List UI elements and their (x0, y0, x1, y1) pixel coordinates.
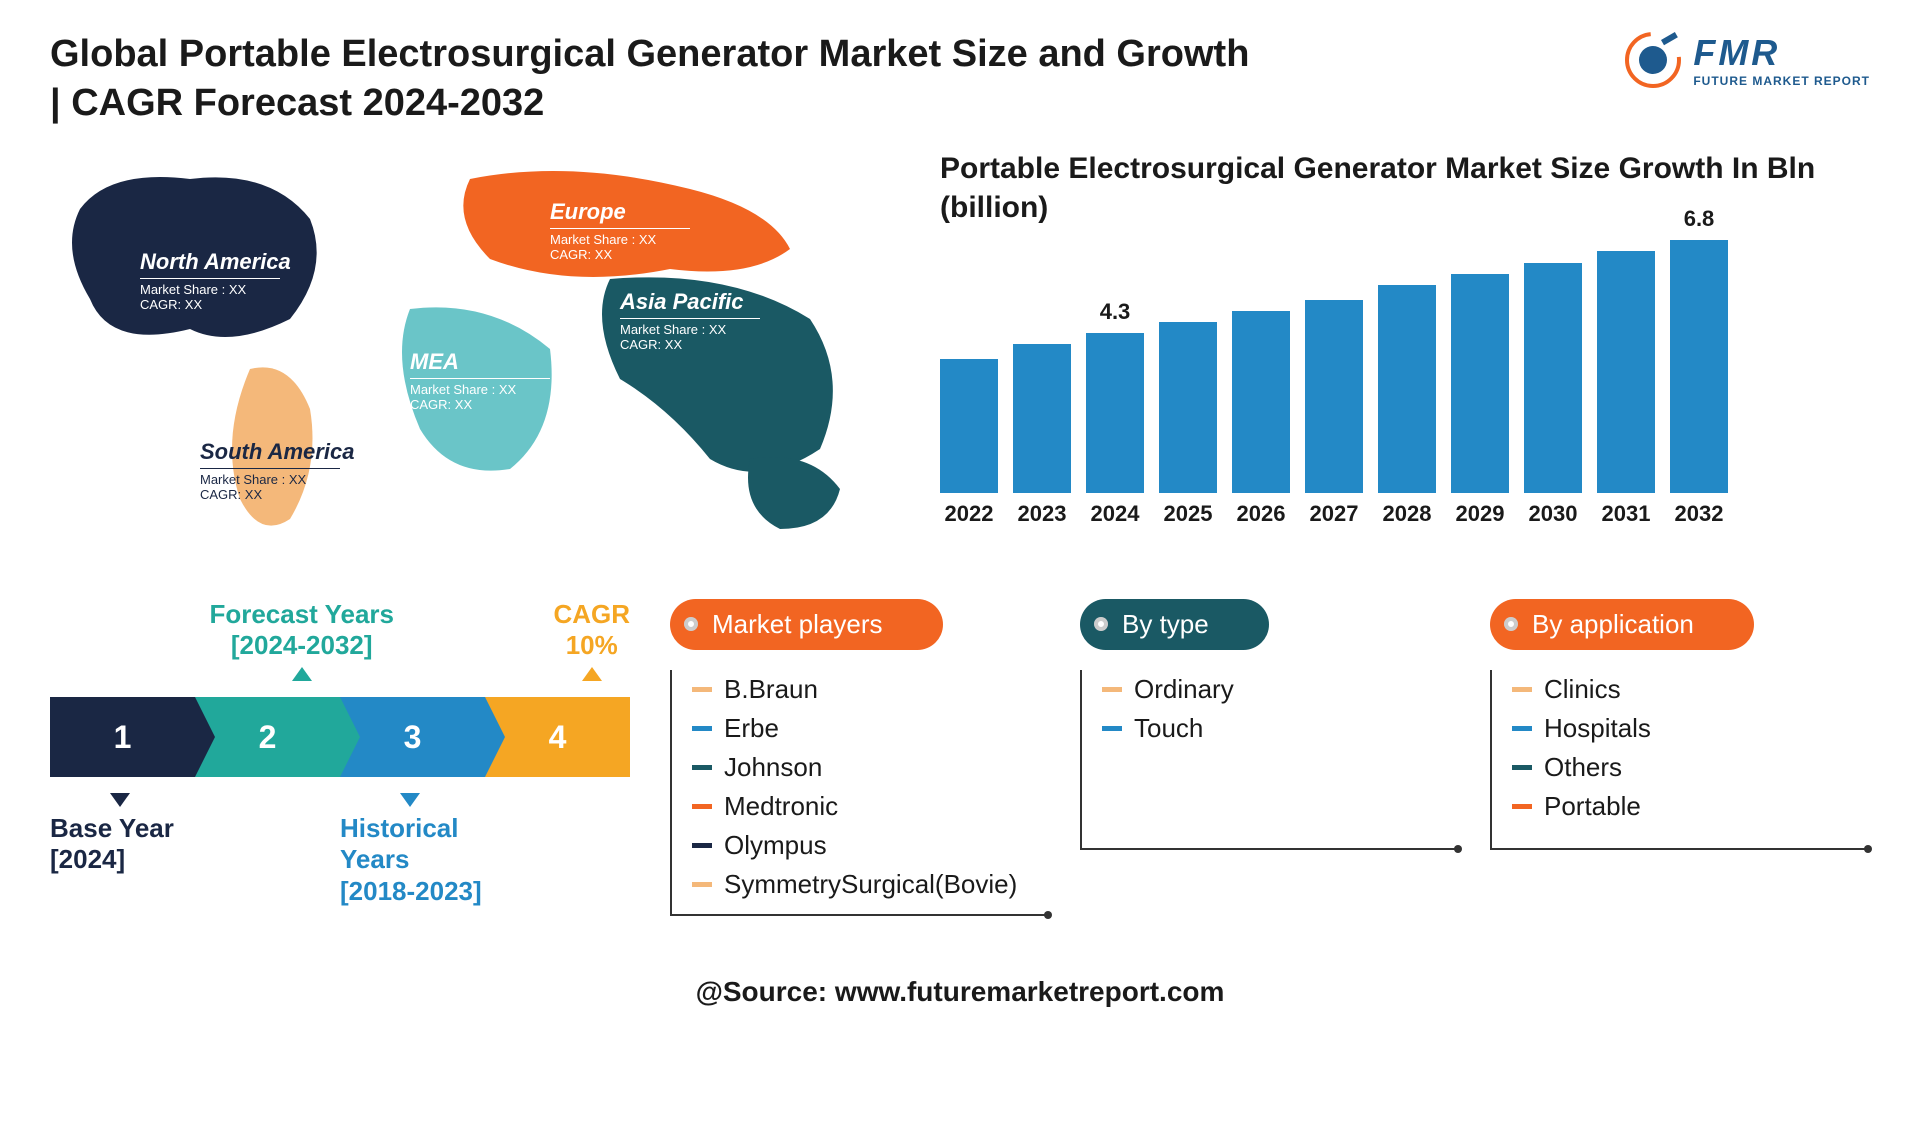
base-year-line2: [2024] (50, 844, 195, 875)
historical-line1: Historical Years (340, 813, 485, 875)
category-item: Medtronic (692, 787, 1050, 826)
category-by-type: By type OrdinaryTouch (1080, 599, 1460, 916)
marker-icon (1102, 726, 1122, 731)
marker-icon (1512, 726, 1532, 731)
timeline-segment-3: 3 (340, 697, 485, 777)
marker-icon (692, 765, 712, 770)
dot-icon (1094, 617, 1108, 631)
source-text: @Source: www.futuremarketreport.com (50, 976, 1870, 1008)
bar-2026: 2026 (1232, 277, 1290, 527)
bar-2023: 2023 (1013, 310, 1071, 527)
category-market-players: Market players B.BraunErbeJohnsonMedtroni… (670, 599, 1050, 916)
chart-title: Portable Electrosurgical Generator Marke… (940, 149, 1870, 227)
triangle-down-icon (110, 793, 130, 807)
bar-2030: 2030 (1524, 229, 1582, 527)
marker-icon (692, 882, 712, 887)
bar-2027: 2027 (1305, 266, 1363, 527)
bar-2028: 2028 (1378, 251, 1436, 527)
region-asia-pacific: Asia PacificMarket Share : XXCAGR: XX (620, 289, 760, 352)
forecast-label-line1: Forecast Years (209, 599, 394, 630)
forecast-label-line2: [2024-2032] (209, 630, 394, 661)
region-north-america: North AmericaMarket Share : XXCAGR: XX (140, 249, 291, 312)
bar-2024: 4.32024 (1086, 299, 1144, 527)
marker-icon (692, 726, 712, 731)
category-item: Others (1512, 748, 1870, 787)
triangle-up-icon (292, 667, 312, 681)
marker-icon (1512, 804, 1532, 809)
region-mea: MEAMarket Share : XXCAGR: XX (410, 349, 550, 412)
category-by-application: By application ClinicsHospitalsOthersPort… (1490, 599, 1870, 916)
logo: FMR FUTURE MARKET REPORT (1623, 30, 1870, 90)
region-europe: EuropeMarket Share : XXCAGR: XX (550, 199, 690, 262)
dot-icon (1504, 617, 1518, 631)
category-list: OrdinaryTouch (1080, 670, 1460, 850)
category-pill: By type (1080, 599, 1269, 650)
timeline-bar: 1234 (50, 697, 630, 777)
historical-line2: [2018-2023] (340, 876, 485, 907)
category-item: Olympus (692, 826, 1050, 865)
category-item: Johnson (692, 748, 1050, 787)
bar-2022: 2022 (940, 325, 998, 527)
logo-brand: FMR (1693, 32, 1870, 74)
category-list: ClinicsHospitalsOthersPortable (1490, 670, 1870, 850)
forecast-label: Forecast Years [2024-2032] (209, 599, 394, 687)
category-item: SymmetrySurgical(Bovie) (692, 865, 1050, 904)
base-year-label: Base Year [2024] (50, 787, 195, 907)
bar-2029: 2029 (1451, 240, 1509, 527)
category-list: B.BraunErbeJohnsonMedtronicOlympusSymmet… (670, 670, 1050, 916)
header: Global Portable Electrosurgical Generato… (50, 30, 1870, 129)
bar-2031: 2031 (1597, 217, 1655, 526)
timeline: Forecast Years [2024-2032] CAGR 10% 1234… (50, 599, 630, 916)
dot-icon (684, 617, 698, 631)
page-title: Global Portable Electrosurgical Generato… (50, 30, 1250, 129)
timeline-segment-2: 2 (195, 697, 340, 777)
marker-icon (692, 804, 712, 809)
cagr-label-line1: CAGR (553, 599, 630, 630)
historical-label: Historical Years [2018-2023] (340, 787, 485, 907)
timeline-segment-1: 1 (50, 697, 195, 777)
category-item: Touch (1102, 709, 1460, 748)
bar-2025: 2025 (1159, 288, 1217, 527)
marker-icon (692, 843, 712, 848)
category-item: Erbe (692, 709, 1050, 748)
category-item: Clinics (1512, 670, 1870, 709)
bar-chart: Portable Electrosurgical Generator Marke… (940, 149, 1870, 549)
bars-container: 2022 20234.32024 2025 2026 2027 2028 202… (940, 247, 1870, 527)
bar-2032: 6.82032 (1670, 206, 1728, 527)
timeline-segment-4: 4 (485, 697, 630, 777)
category-item: Hospitals (1512, 709, 1870, 748)
category-item: B.Braun (692, 670, 1050, 709)
marker-icon (692, 687, 712, 692)
category-pill: Market players (670, 599, 943, 650)
cagr-label-line2: 10% (553, 630, 630, 661)
category-item: Ordinary (1102, 670, 1460, 709)
category-item: Portable (1512, 787, 1870, 826)
triangle-up-icon (582, 667, 602, 681)
base-year-line1: Base Year (50, 813, 195, 844)
categories: Market players B.BraunErbeJohnsonMedtroni… (670, 599, 1870, 916)
marker-icon (1512, 687, 1532, 692)
triangle-down-icon (400, 793, 420, 807)
world-map: North AmericaMarket Share : XXCAGR: XX So… (50, 149, 900, 549)
cagr-label: CAGR 10% (553, 599, 630, 687)
category-pill: By application (1490, 599, 1754, 650)
marker-icon (1102, 687, 1122, 692)
logo-tagline: FUTURE MARKET REPORT (1693, 74, 1870, 88)
region-south-america: South AmericaMarket Share : XXCAGR: XX (200, 439, 354, 502)
marker-icon (1512, 765, 1532, 770)
logo-icon (1623, 30, 1683, 90)
